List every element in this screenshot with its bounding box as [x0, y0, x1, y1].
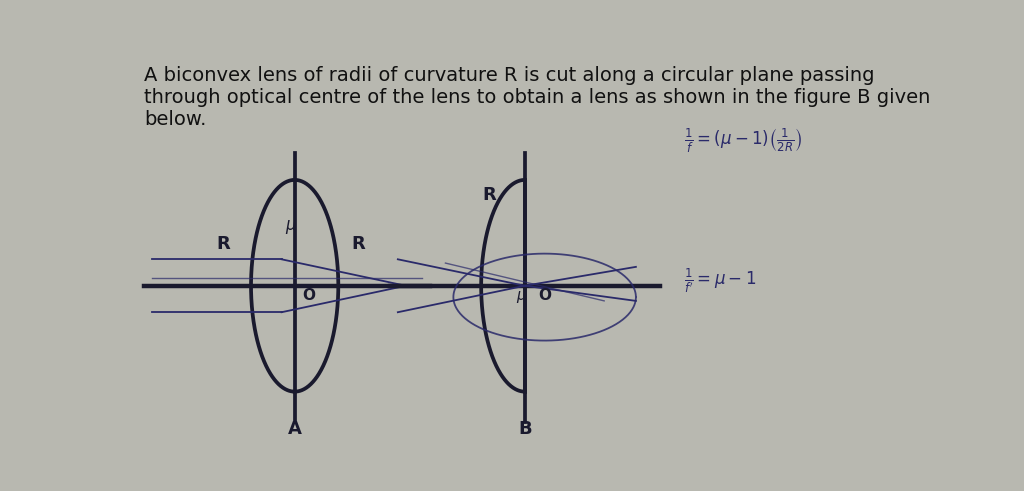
Text: R: R	[216, 235, 230, 253]
Text: A biconvex lens of radii of curvature R is cut along a circular plane passing
th: A biconvex lens of radii of curvature R …	[143, 66, 930, 130]
Text: B: B	[518, 420, 531, 438]
Text: O: O	[539, 288, 551, 303]
Text: $\frac{1}{f} = (\mu-1)\left(\frac{1}{2R}\right)$: $\frac{1}{f} = (\mu-1)\left(\frac{1}{2R}…	[684, 127, 802, 155]
Text: $\frac{1}{f^{\prime}} = \mu - 1$: $\frac{1}{f^{\prime}} = \mu - 1$	[684, 267, 756, 295]
Text: μ: μ	[516, 288, 525, 303]
Text: R: R	[351, 235, 365, 253]
Text: μ: μ	[286, 216, 296, 234]
Text: O: O	[302, 288, 315, 303]
Text: R: R	[482, 186, 496, 204]
Text: A: A	[288, 420, 302, 438]
